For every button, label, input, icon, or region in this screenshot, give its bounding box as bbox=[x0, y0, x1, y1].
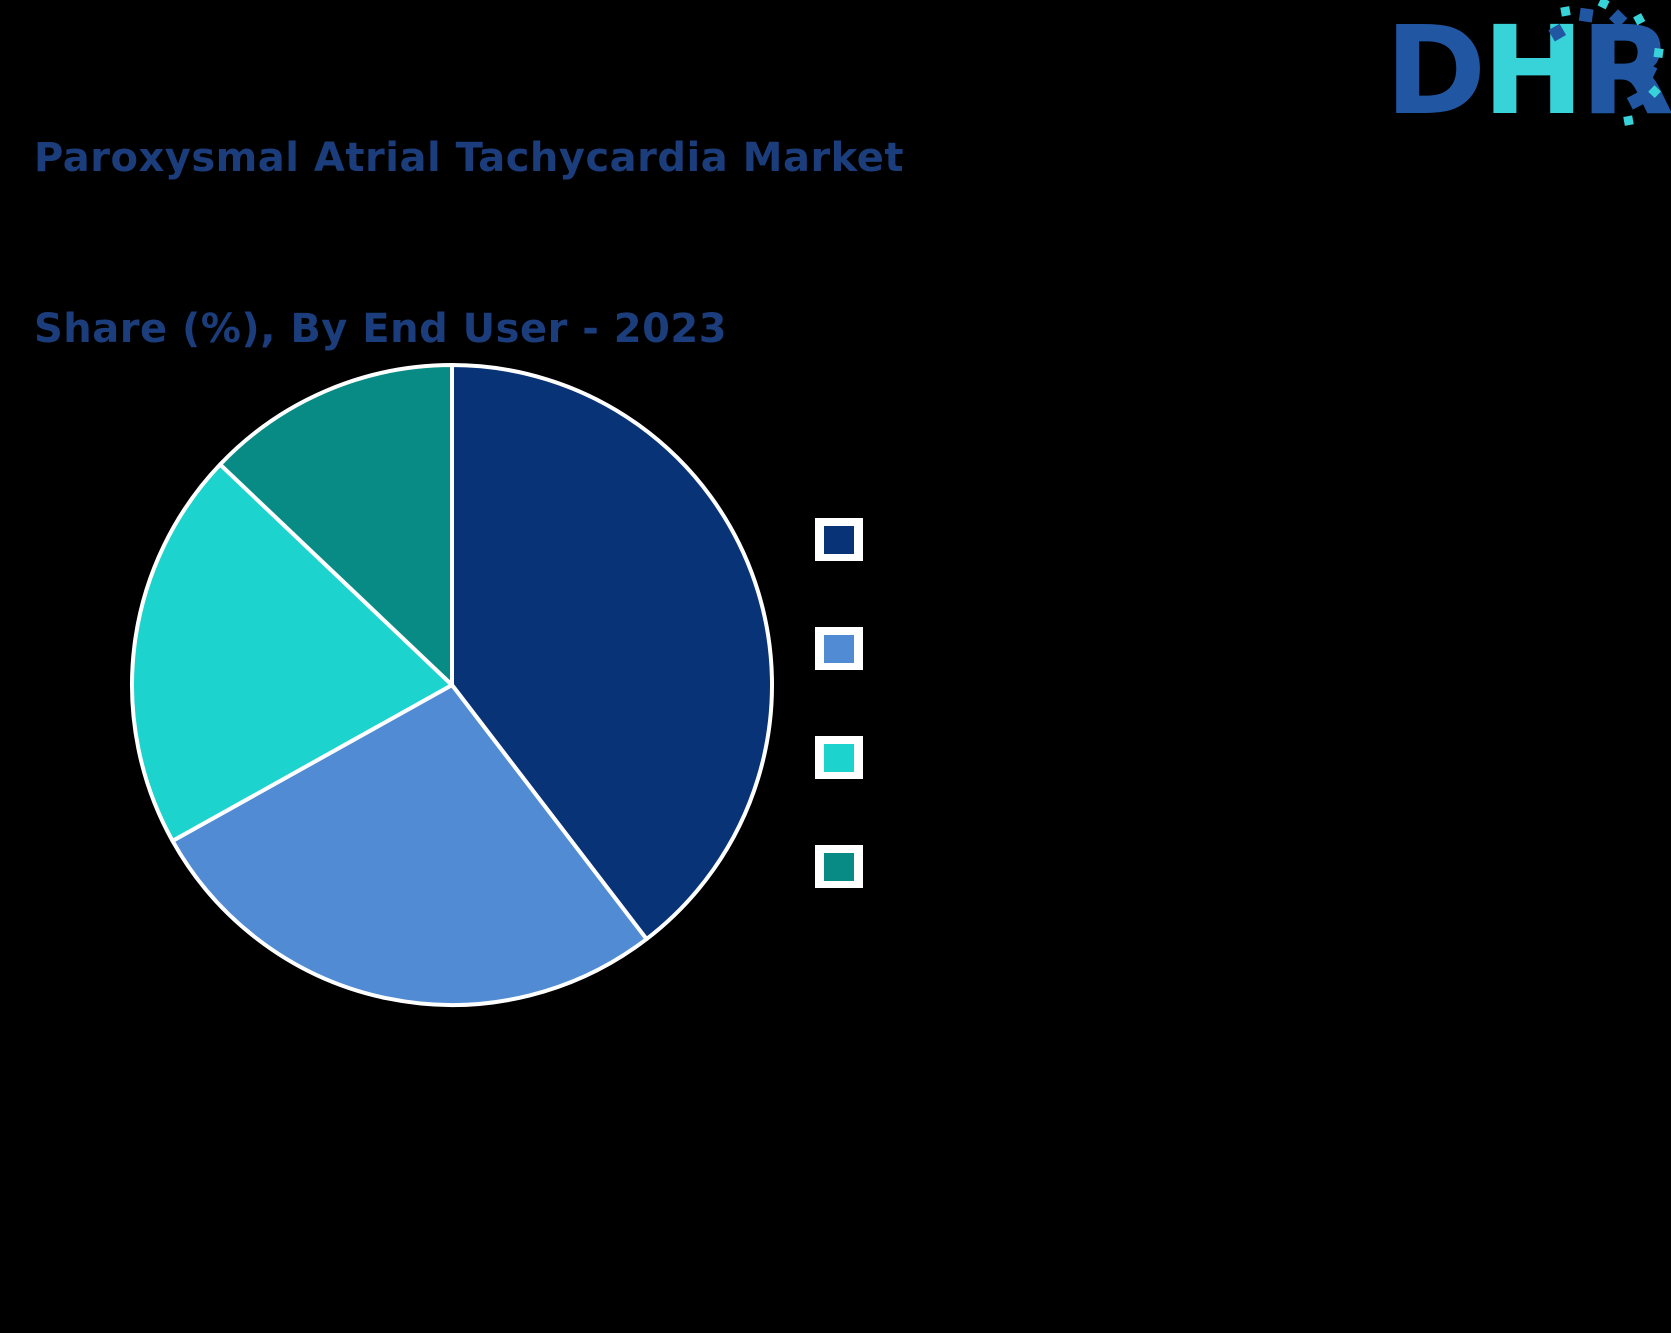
dhr-logo: DHR bbox=[1385, 0, 1671, 150]
logo-burst-icon bbox=[1548, 0, 1664, 126]
logo-burst-square bbox=[1640, 62, 1658, 81]
legend-swatch bbox=[824, 634, 854, 663]
pie-slice bbox=[170, 683, 649, 1007]
logo-burst-square bbox=[1609, 9, 1628, 28]
legend-swatch bbox=[824, 852, 854, 881]
logo-burst-square bbox=[1626, 92, 1645, 110]
logo-burst-square bbox=[1548, 23, 1567, 42]
dhr-logo-letters: DHR bbox=[1385, 6, 1671, 136]
legend-swatch bbox=[824, 743, 854, 772]
logo-burst-square bbox=[1623, 115, 1634, 126]
logo-burst-square bbox=[1648, 85, 1661, 98]
chart-legend bbox=[815, 518, 863, 888]
logo-burst-square bbox=[1560, 6, 1571, 17]
legend-item bbox=[815, 736, 863, 779]
legend-item bbox=[815, 845, 863, 888]
logo-burst-square bbox=[1634, 32, 1650, 48]
logo-burst-square bbox=[1578, 7, 1594, 23]
pie-slice bbox=[130, 462, 454, 843]
logo-burst-square bbox=[1633, 13, 1646, 26]
legend-swatch bbox=[824, 525, 854, 554]
chart-title-line2: Share (%), By End User - 2023 bbox=[34, 306, 728, 352]
logo-letter-d: D bbox=[1385, 0, 1486, 142]
logo-burst-square bbox=[1653, 47, 1664, 58]
pie-slice bbox=[450, 363, 775, 942]
logo-letter-h: H bbox=[1482, 0, 1584, 142]
chart-title: Paroxysmal Atrial Tachycardia Market Sha… bbox=[34, 16, 904, 472]
pie-slice bbox=[218, 363, 454, 687]
pie-chart bbox=[130, 363, 775, 1007]
legend-item bbox=[815, 518, 863, 561]
legend-item bbox=[815, 627, 863, 670]
chart-title-line1: Paroxysmal Atrial Tachycardia Market bbox=[34, 135, 904, 181]
logo-burst-square bbox=[1597, 0, 1610, 10]
